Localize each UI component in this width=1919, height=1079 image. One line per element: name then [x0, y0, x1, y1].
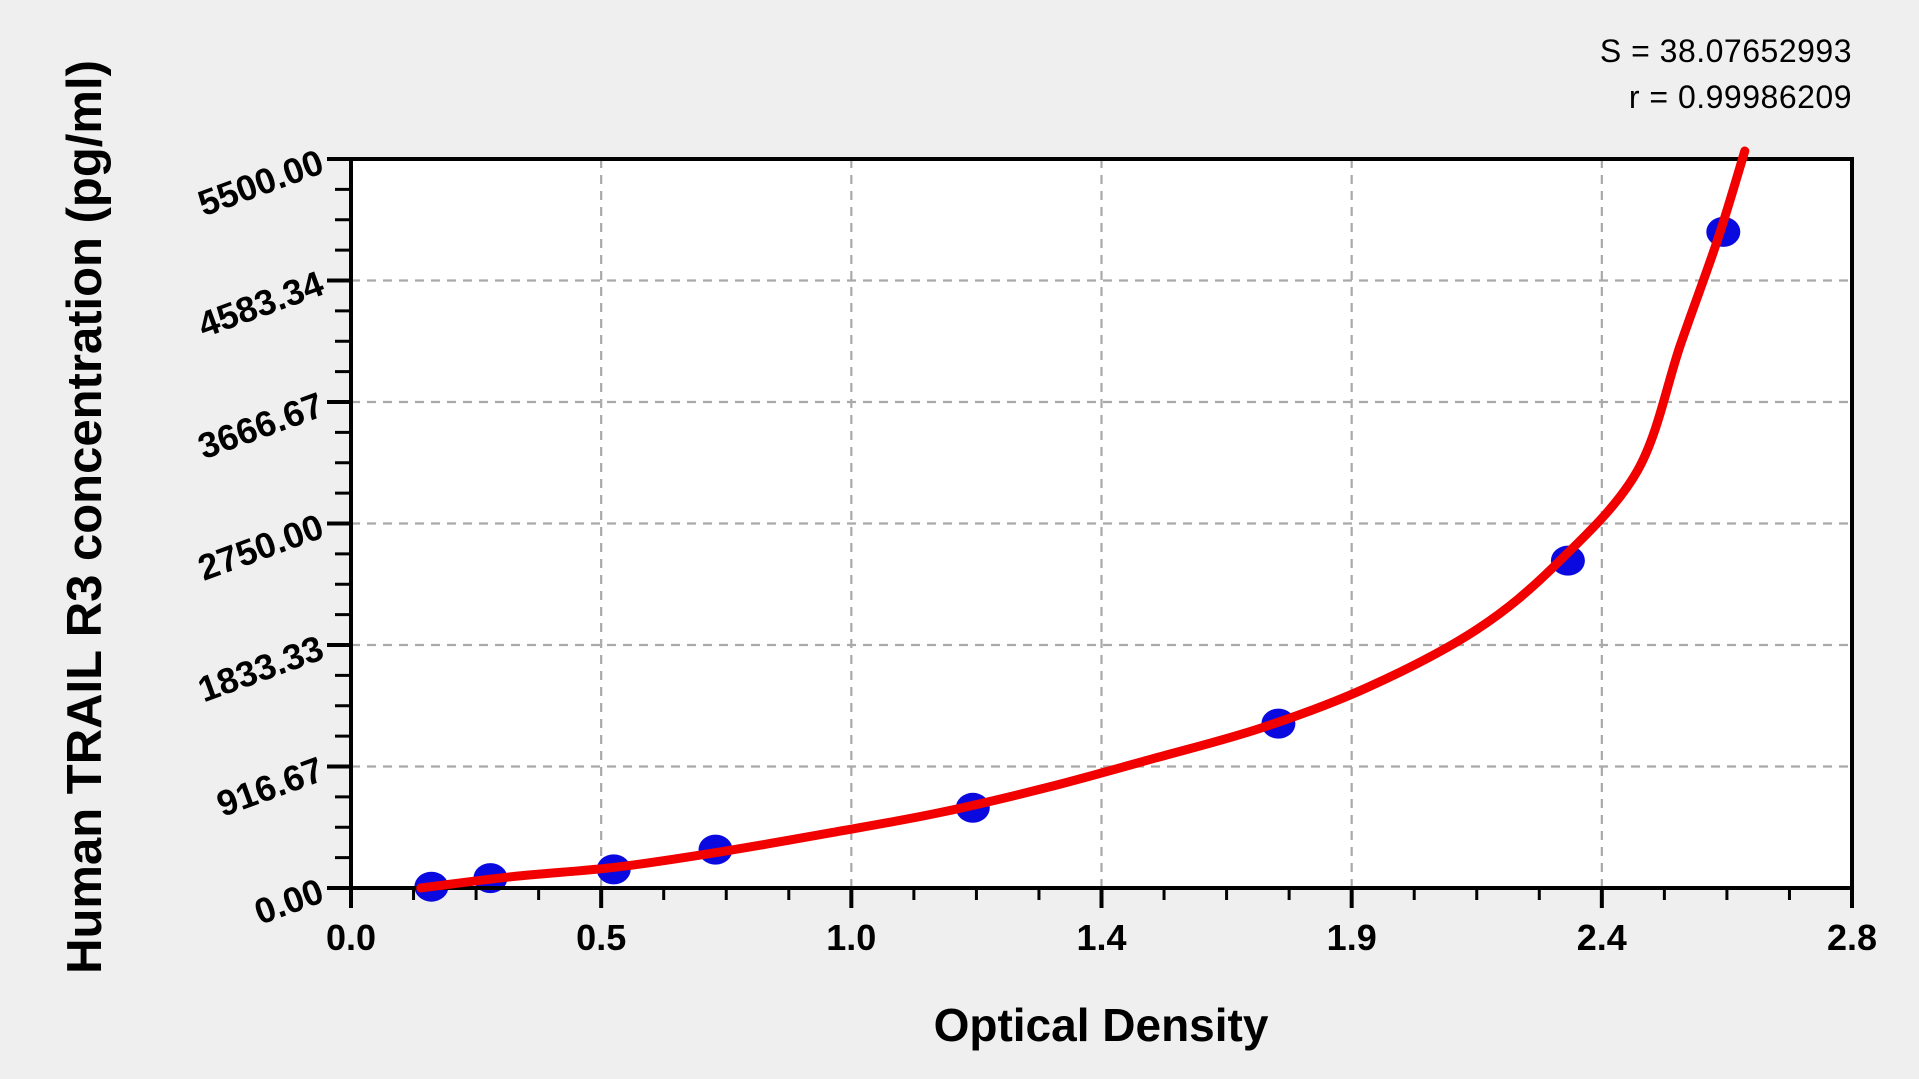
x-tick-label: 2.4	[1577, 917, 1627, 958]
x-tick-label: 1.4	[1076, 917, 1126, 958]
x-tick-label: 1.9	[1327, 917, 1377, 958]
x-tick-label: 0.0	[326, 917, 376, 958]
y-axis-title: Human TRAIL R3 concentration (pg/ml)	[58, 60, 112, 974]
x-tick-label: 1.0	[826, 917, 876, 958]
fit-curve	[416, 146, 1750, 893]
y-tick-label: 3666.67	[192, 384, 328, 467]
fit-statistics: S = 38.07652993 r = 0.99986209	[1600, 28, 1852, 120]
data-point	[1550, 545, 1585, 576]
stat-r-value: r = 0.99986209	[1628, 79, 1852, 115]
x-axis-title: Optical Density	[933, 999, 1269, 1051]
x-tick-label: 0.5	[576, 917, 626, 958]
y-tick-label: 2750.00	[192, 505, 328, 588]
y-tick-label: 1833.33	[192, 627, 328, 710]
y-tick-label: 0.00	[249, 870, 329, 932]
y-tick-label: 5500.00	[192, 141, 328, 224]
y-tick-label: 4583.34	[192, 262, 328, 345]
y-tick-label: 916.67	[211, 748, 328, 824]
stat-s-value: S = 38.07652993	[1599, 33, 1852, 69]
x-tick-label: 2.8	[1827, 917, 1877, 958]
